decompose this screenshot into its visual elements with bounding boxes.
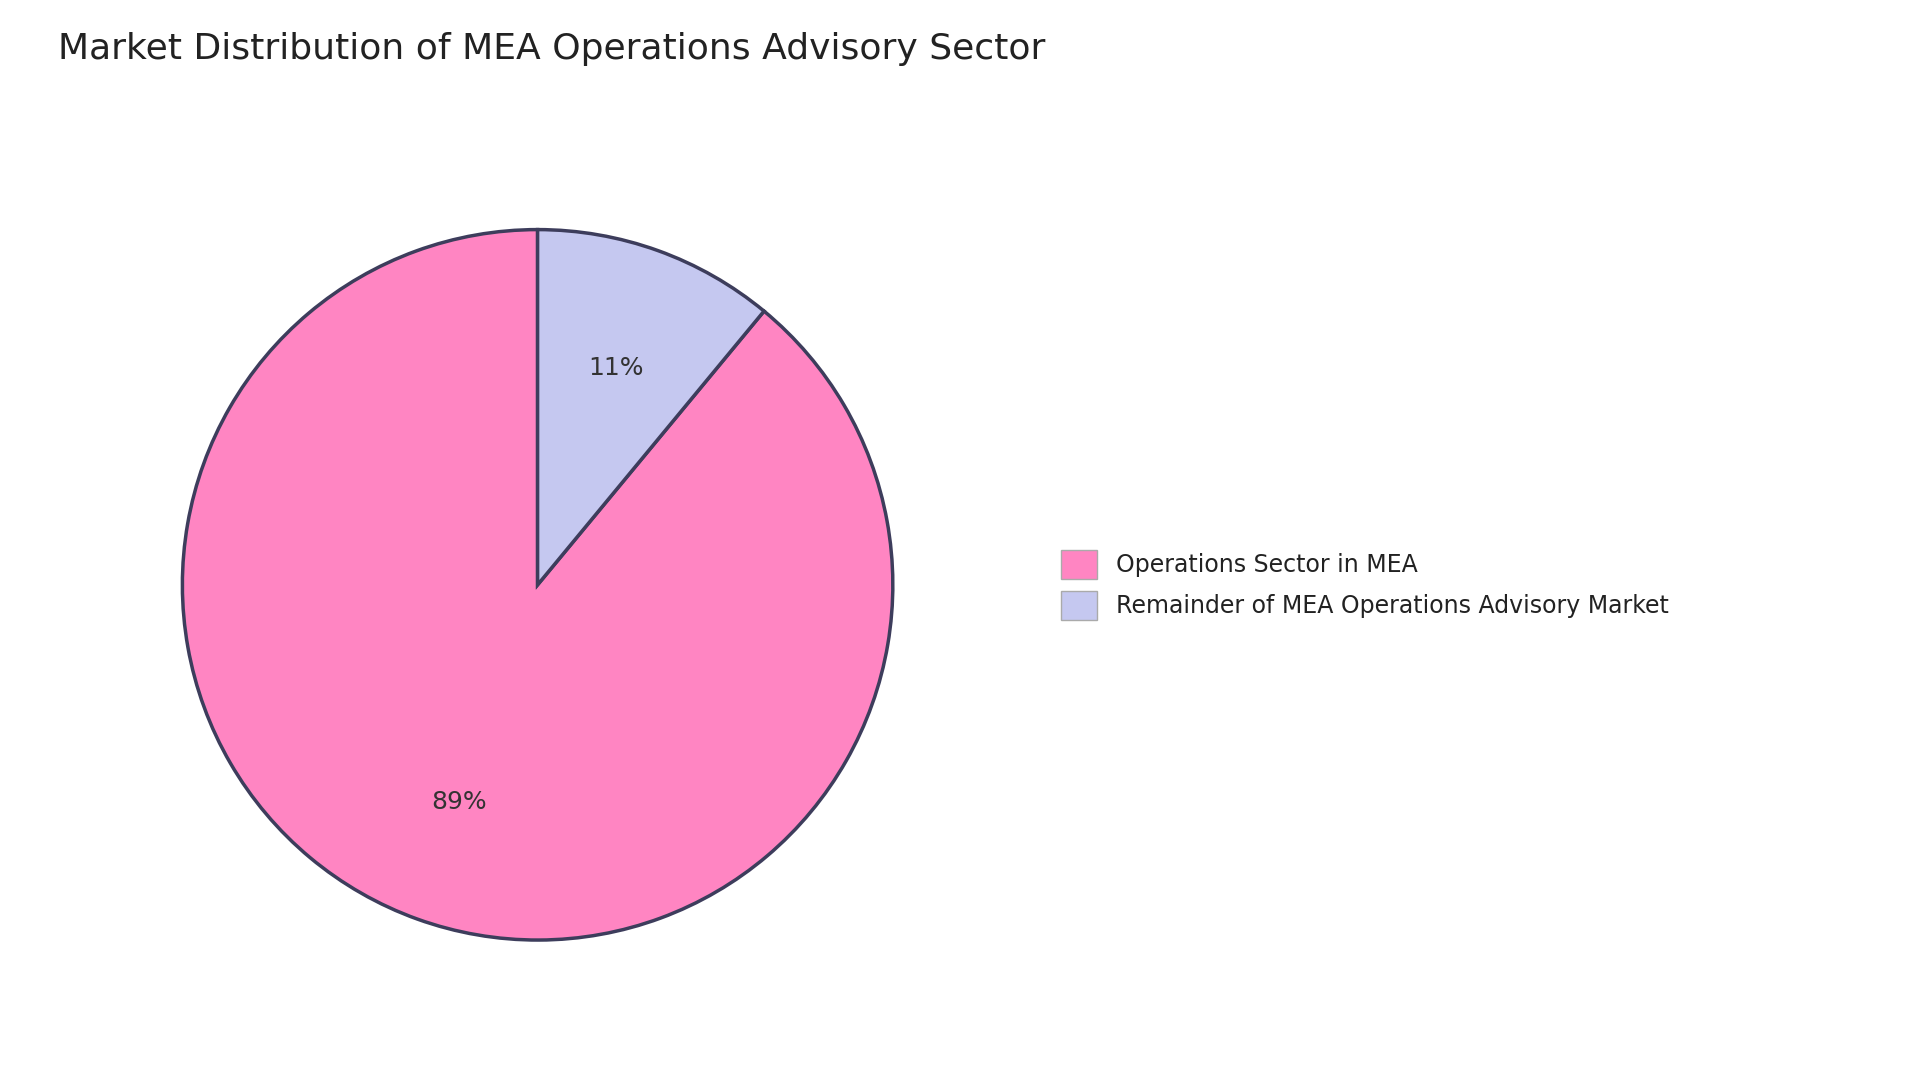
Text: 89%: 89%: [432, 791, 488, 814]
Wedge shape: [182, 230, 893, 940]
Wedge shape: [538, 230, 764, 585]
Text: Market Distribution of MEA Operations Advisory Sector: Market Distribution of MEA Operations Ad…: [58, 32, 1044, 66]
Text: 11%: 11%: [588, 355, 643, 379]
Legend: Operations Sector in MEA, Remainder of MEA Operations Advisory Market: Operations Sector in MEA, Remainder of M…: [1039, 526, 1692, 643]
